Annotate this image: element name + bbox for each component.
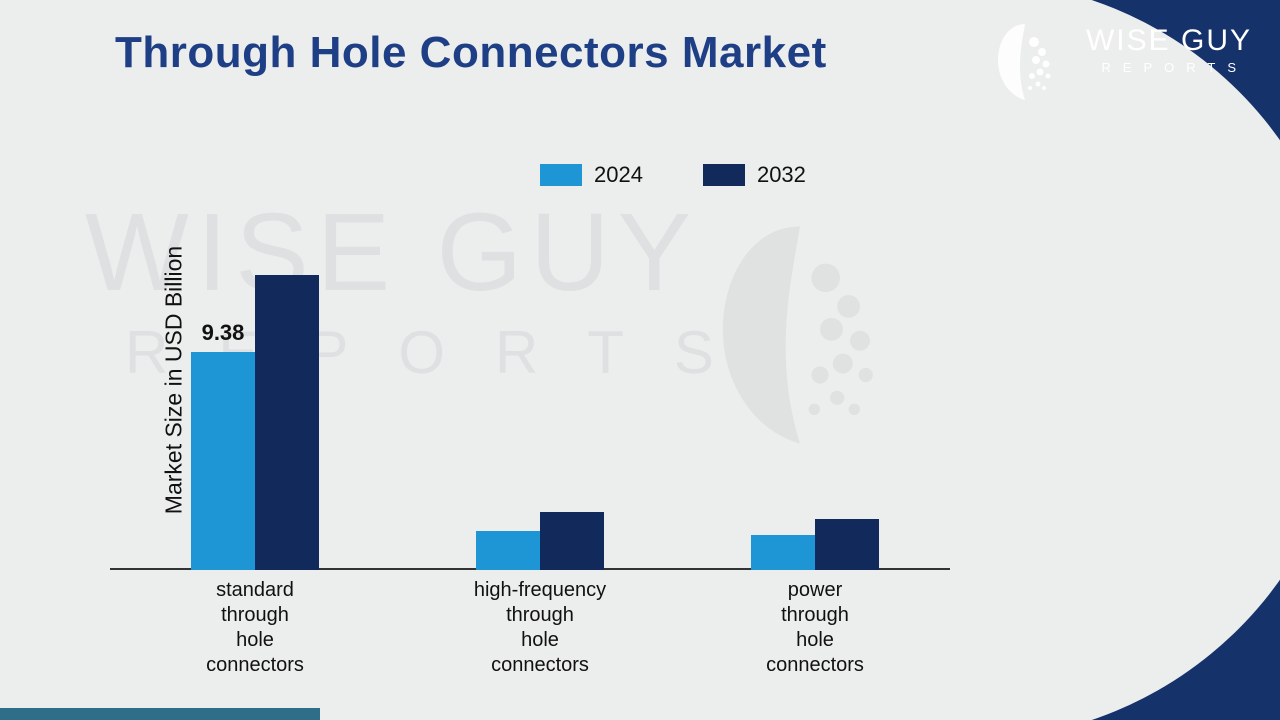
legend-item-2024: 2024 xyxy=(540,162,643,188)
bar-2032 xyxy=(255,275,319,570)
legend-swatch xyxy=(703,164,745,186)
brand-line1: WISE GUY xyxy=(1086,24,1252,58)
legend-label: 2024 xyxy=(594,162,643,188)
bars xyxy=(476,512,604,570)
legend: 2024 2032 xyxy=(540,162,806,188)
bar-2032 xyxy=(815,519,879,570)
category-label: high-frequencythroughholeconnectors xyxy=(450,578,630,678)
brand-head-icon xyxy=(990,22,1060,102)
bar-2024 xyxy=(476,531,540,570)
bars xyxy=(751,519,879,570)
bar-2032 xyxy=(540,512,604,570)
chart-title: Through Hole Connectors Market xyxy=(115,28,827,78)
legend-label: 2032 xyxy=(757,162,806,188)
chart-plot-area: 9.38standardthroughholeconnectorshigh-fr… xyxy=(110,210,950,570)
legend-item-2032: 2032 xyxy=(703,162,806,188)
bar-value-label: 9.38 xyxy=(191,320,255,346)
category-label: powerthroughholeconnectors xyxy=(725,578,905,678)
bar-2024 xyxy=(751,535,815,570)
bottom-accent-bar xyxy=(0,708,320,720)
bars: 9.38 xyxy=(191,275,319,570)
legend-swatch xyxy=(540,164,582,186)
brand-line2: REPORTS xyxy=(1086,60,1252,75)
bar-2024 xyxy=(191,352,255,570)
brand-logo: WISE GUY REPORTS xyxy=(1086,24,1252,75)
category-label: standardthroughholeconnectors xyxy=(165,578,345,678)
